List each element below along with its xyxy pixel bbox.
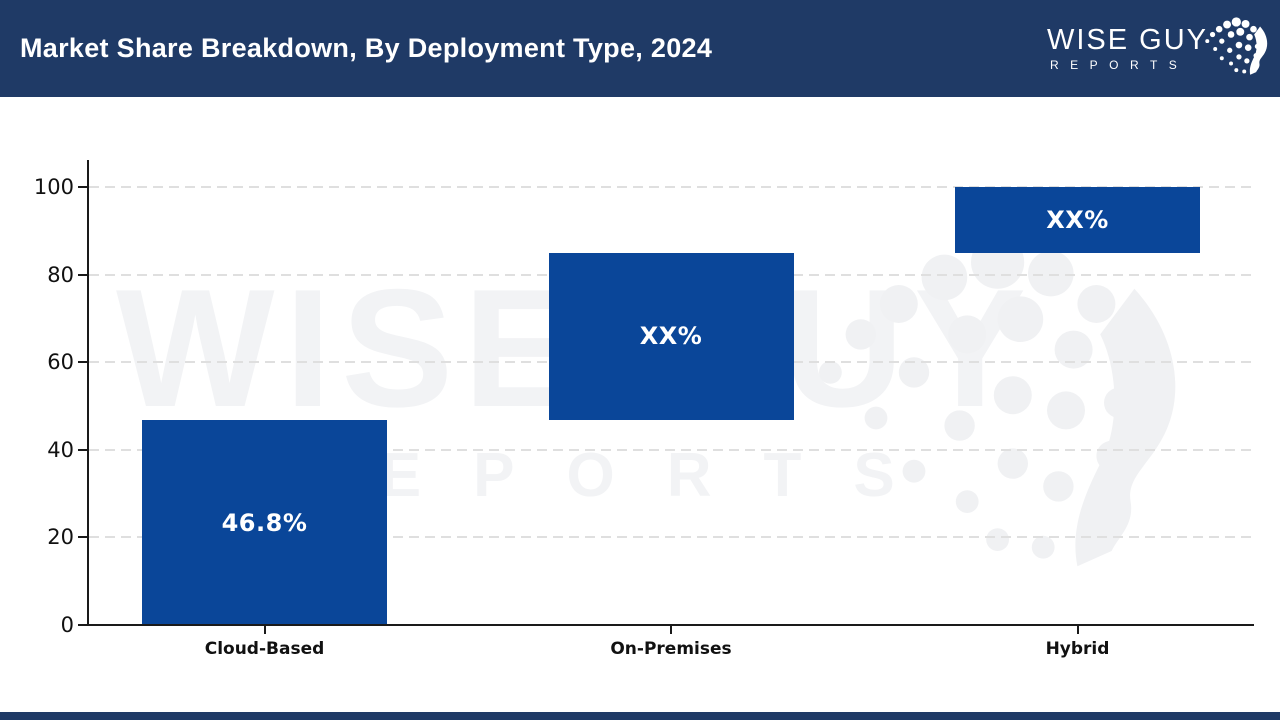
x-tick-0 — [263, 626, 266, 634]
y-axis-line — [87, 160, 89, 626]
y-tick-80 — [78, 273, 88, 276]
x-category-label-1: On-Premises — [610, 639, 732, 659]
gridline-20 — [89, 536, 1254, 539]
bar-cloud-based: 46.8% — [142, 420, 387, 625]
gridline-40 — [89, 448, 1254, 451]
x-category-label-2: Hybrid — [1045, 639, 1110, 659]
y-tick-label-80: 80 — [47, 262, 74, 287]
footer-bar — [0, 712, 1280, 720]
chart-header: Market Share Breakdown, By Deployment Ty… — [0, 0, 1280, 97]
y-tick-label-40: 40 — [47, 437, 74, 462]
y-tick-label-0: 0 — [60, 613, 74, 637]
bar-hybrid: XX% — [955, 187, 1200, 253]
brand-logo-text: WISE GUY REPORTS — [1047, 25, 1208, 72]
brand-logo-line2: REPORTS — [1049, 58, 1189, 72]
x-tick-2 — [1076, 626, 1079, 634]
bar-value-label: XX% — [639, 322, 703, 351]
y-tick-40 — [78, 448, 88, 451]
x-tick-1 — [670, 626, 672, 634]
bar-on-premises: XX% — [548, 252, 794, 420]
x-category-label-0: Cloud-Based — [204, 639, 325, 659]
brand-logo-face-icon — [1205, 16, 1268, 75]
bar-value-label: XX% — [1046, 205, 1109, 234]
y-tick-20 — [78, 536, 88, 539]
bar-value-label: 46.8% — [221, 508, 308, 537]
watermark-dotface-icon — [819, 235, 1176, 567]
y-tick-0 — [78, 624, 88, 626]
y-tick-label-100: 100 — [33, 175, 74, 199]
gridline-100 — [89, 186, 1254, 188]
brand-logo: WISE GUY REPORTS — [1047, 9, 1280, 89]
y-tick-100 — [78, 186, 88, 188]
x-axis-line — [87, 624, 1254, 626]
y-tick-60 — [78, 361, 88, 364]
brand-logo-line1: WISE GUY — [1046, 24, 1208, 56]
y-tick-label-20: 20 — [47, 525, 74, 550]
page-title: Market Share Breakdown, By Deployment Ty… — [20, 33, 713, 63]
y-tick-label-60: 60 — [47, 350, 74, 375]
